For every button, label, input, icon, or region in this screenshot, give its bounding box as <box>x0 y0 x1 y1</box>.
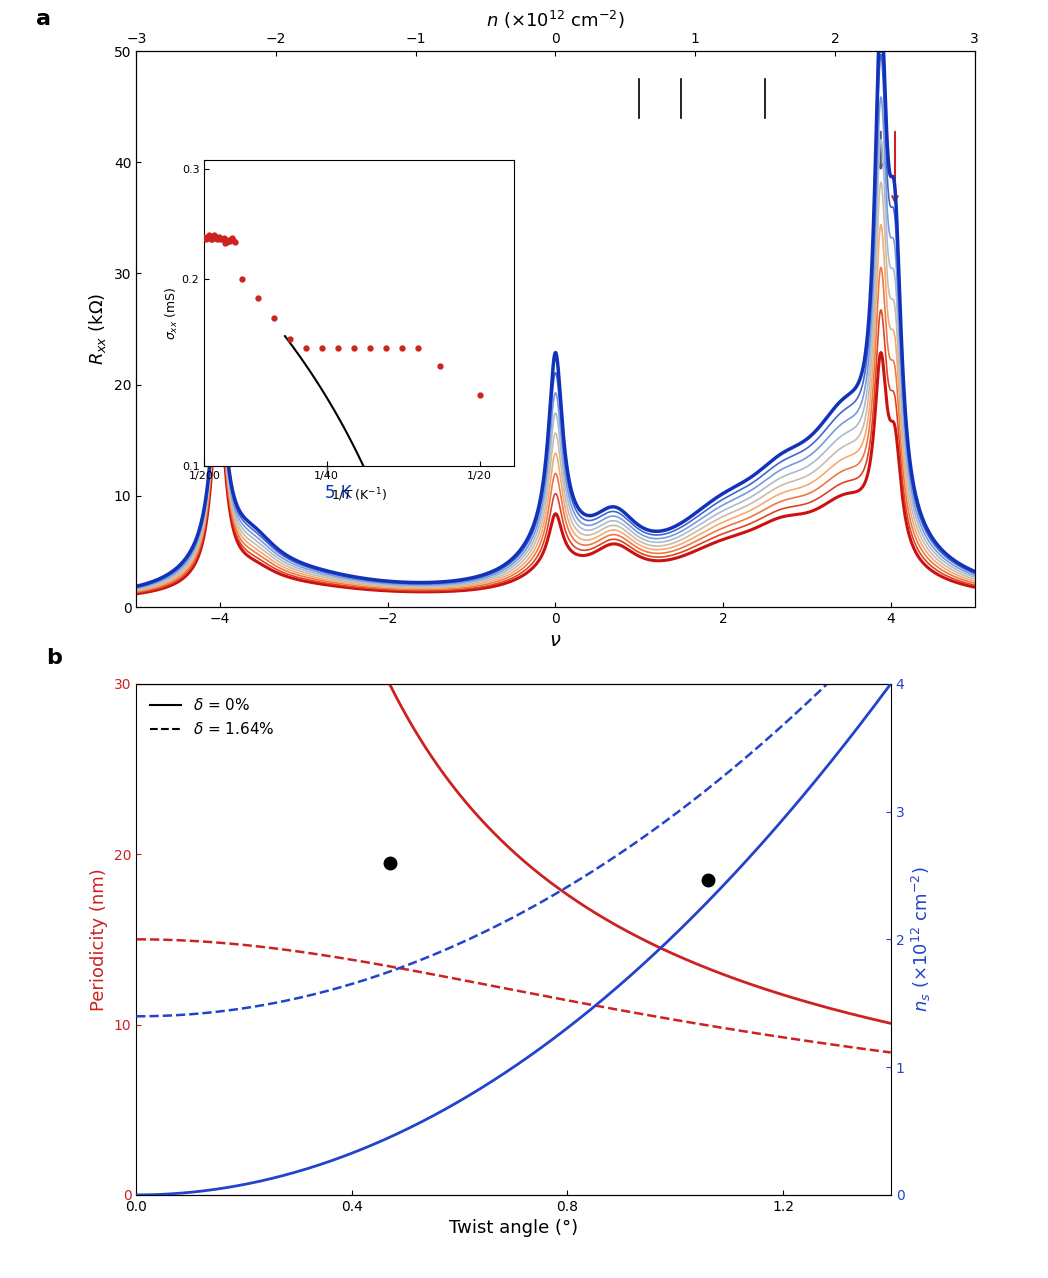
X-axis label: $n$ ($\times$10$^{12}$ cm$^{-2}$): $n$ ($\times$10$^{12}$ cm$^{-2}$) <box>486 9 625 31</box>
Legend: $\delta$ = 0%, $\delta$ = 1.64%: $\delta$ = 0%, $\delta$ = 1.64% <box>144 691 281 744</box>
X-axis label: $\nu$: $\nu$ <box>549 631 562 651</box>
Text: 80 K: 80 K <box>321 437 357 455</box>
X-axis label: $1/T$ (K$^{-1}$): $1/T$ (K$^{-1}$) <box>331 487 387 505</box>
Y-axis label: $\sigma_{xx}$ (mS): $\sigma_{xx}$ (mS) <box>165 286 180 340</box>
Y-axis label: $R_{xx}$ (k$\Omega$): $R_{xx}$ (k$\Omega$) <box>87 293 108 366</box>
X-axis label: Twist angle (°): Twist angle (°) <box>449 1219 578 1237</box>
Text: 5 K: 5 K <box>325 484 351 502</box>
Text: b: b <box>46 648 62 668</box>
Y-axis label: $n_s$ ($\times$10$^{12}$ cm$^{-2}$): $n_s$ ($\times$10$^{12}$ cm$^{-2}$) <box>910 866 933 1012</box>
Y-axis label: Periodicity (nm): Periodicity (nm) <box>90 868 108 1011</box>
Text: $\uparrow$: $\uparrow$ <box>316 461 333 479</box>
Text: a: a <box>36 9 50 29</box>
